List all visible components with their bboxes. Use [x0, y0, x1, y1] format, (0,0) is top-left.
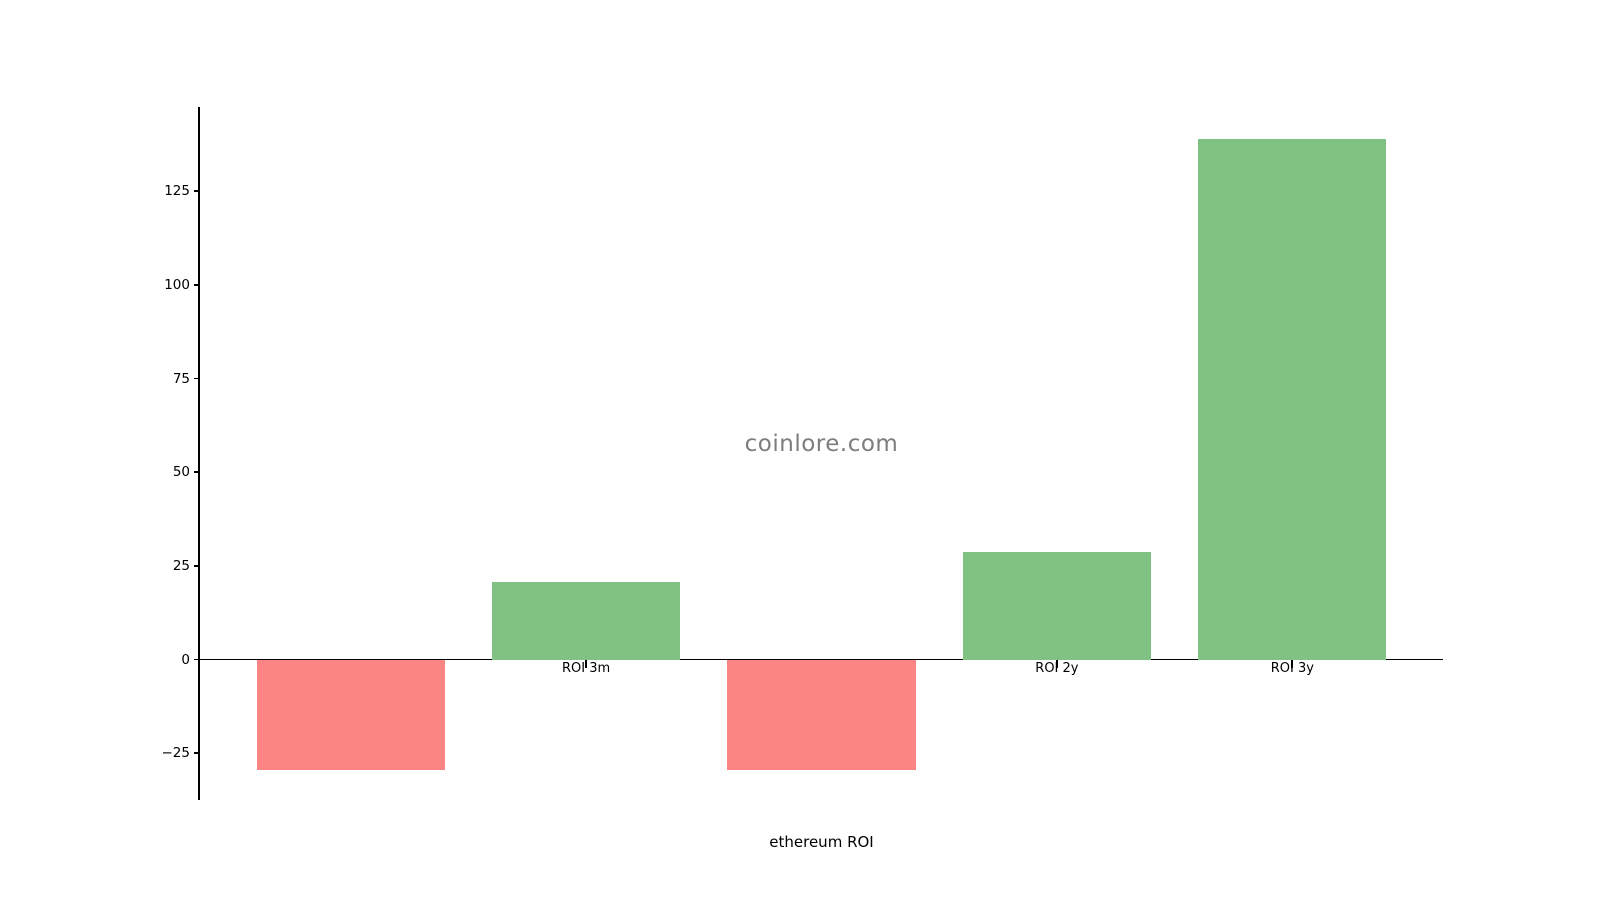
- bar-0: [256, 660, 445, 771]
- bar-4: [1198, 138, 1387, 660]
- watermark: coinlore.com: [744, 430, 899, 457]
- y-tick-label: 75: [172, 370, 190, 387]
- x-axis-title: ethereum ROI: [769, 833, 874, 851]
- y-axis-spine: [198, 107, 200, 800]
- y-tick: [194, 658, 200, 661]
- y-tick-label: 25: [172, 557, 190, 574]
- y-tick: [194, 752, 200, 755]
- y-tick-label: 125: [164, 183, 190, 200]
- x-tick-label: ROI 3y: [1270, 661, 1314, 677]
- x-tick: [1056, 659, 1058, 668]
- x-tick-label: ROI 3m: [561, 661, 611, 677]
- y-tick: [194, 564, 200, 567]
- x-axis-zero-line: [198, 658, 1443, 661]
- y-tick-label: 50: [172, 464, 190, 481]
- x-tick-label: ROI 2y: [1035, 661, 1079, 677]
- y-tick: [194, 471, 200, 474]
- bar-1: [491, 581, 681, 660]
- y-tick: [194, 190, 200, 193]
- x-tick: [1291, 659, 1294, 668]
- y-tick-label: −25: [161, 745, 191, 762]
- x-tick: [585, 659, 587, 668]
- y-tick: [194, 284, 200, 286]
- y-tick-label: 100: [164, 276, 190, 293]
- y-tick: [194, 377, 200, 380]
- bar-2: [727, 660, 916, 771]
- bar-3: [962, 552, 1152, 660]
- y-tick-label: 0: [181, 651, 190, 668]
